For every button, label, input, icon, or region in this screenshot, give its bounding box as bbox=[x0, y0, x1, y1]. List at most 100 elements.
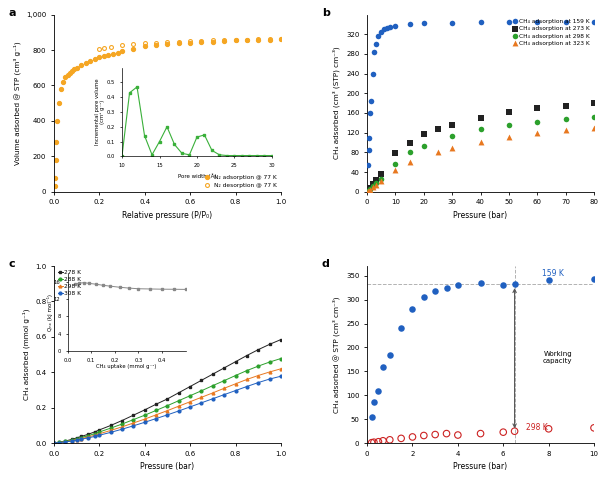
CH₄ adsorption at 323 K bbox=[433, 149, 443, 156]
CH₄ adsorption at 273 K bbox=[368, 180, 377, 187]
288 K bbox=[187, 393, 194, 399]
CH₄ adsorption at 323 K bbox=[405, 158, 415, 166]
298 K bbox=[96, 431, 103, 437]
CH₄ adsorption at 323 K bbox=[476, 138, 485, 146]
298 K bbox=[232, 381, 239, 387]
CH₄ adsorption at 273 K bbox=[363, 187, 373, 195]
Text: 159 K: 159 K bbox=[542, 269, 564, 278]
288 K bbox=[130, 417, 137, 423]
Text: 298 K: 298 K bbox=[526, 423, 548, 432]
298 K bbox=[91, 432, 98, 438]
278 K bbox=[221, 365, 228, 371]
Point bbox=[510, 280, 520, 288]
298 K bbox=[198, 394, 205, 400]
CH₄ adsorption at 273 K bbox=[371, 176, 380, 184]
Text: a: a bbox=[8, 7, 16, 18]
Line: 288 K: 288 K bbox=[53, 357, 282, 445]
N₂ adsorption @ 77 K bbox=[53, 139, 60, 145]
CH₄ adsorption at 159 K bbox=[382, 24, 392, 32]
Point bbox=[419, 431, 428, 439]
Legend: 278 K, 288 K, 298 K, 308 K: 278 K, 288 K, 298 K, 308 K bbox=[57, 269, 83, 297]
N₂ desorption @ 77 K bbox=[141, 40, 148, 46]
N₂ desorption @ 77 K bbox=[277, 37, 284, 42]
298 K bbox=[118, 424, 125, 430]
298 K bbox=[243, 376, 250, 382]
Y-axis label: CH₄ adsorbed (mmol g⁻¹): CH₄ adsorbed (mmol g⁻¹) bbox=[22, 309, 29, 400]
CH₄ adsorption at 323 K bbox=[532, 129, 542, 136]
308 K bbox=[266, 376, 273, 382]
N₂ adsorption @ 77 K bbox=[141, 43, 148, 49]
278 K bbox=[254, 347, 262, 353]
N₂ adsorption @ 77 K bbox=[114, 50, 121, 56]
Point bbox=[407, 433, 417, 441]
N₂ adsorption @ 77 K bbox=[52, 175, 59, 181]
Point bbox=[442, 430, 451, 437]
298 K bbox=[62, 439, 69, 445]
N₂ adsorption @ 77 K bbox=[71, 66, 78, 72]
278 K bbox=[107, 423, 115, 429]
Line: 298 K: 298 K bbox=[53, 367, 282, 445]
308 K bbox=[232, 388, 239, 393]
288 K bbox=[62, 438, 69, 444]
CH₄ adsorption at 323 K bbox=[371, 181, 380, 188]
Point bbox=[367, 439, 376, 447]
N₂ desorption @ 77 K bbox=[221, 37, 228, 43]
288 K bbox=[175, 398, 182, 404]
CH₄ adsorption at 159 K bbox=[561, 19, 571, 26]
278 K bbox=[277, 337, 284, 342]
N₂ adsorption @ 77 K bbox=[52, 157, 59, 163]
278 K bbox=[164, 396, 171, 402]
278 K bbox=[198, 377, 205, 383]
N₂ adsorption @ 77 K bbox=[164, 41, 171, 47]
308 K bbox=[55, 440, 62, 446]
X-axis label: Relative pressure (P/P₀): Relative pressure (P/P₀) bbox=[122, 211, 212, 220]
288 K bbox=[50, 440, 58, 446]
Point bbox=[407, 305, 417, 313]
CH₄ adsorption at 159 K bbox=[448, 19, 457, 27]
CH₄ adsorption at 159 K bbox=[391, 22, 400, 30]
CH₄ adsorption at 323 K bbox=[448, 145, 457, 152]
288 K bbox=[91, 431, 98, 436]
288 K bbox=[152, 408, 160, 413]
Legend: N₂ adsorption @ 77 K, N₂ desorption @ 77 K: N₂ adsorption @ 77 K, N₂ desorption @ 77… bbox=[203, 173, 278, 189]
N₂ desorption @ 77 K bbox=[152, 39, 160, 45]
Point bbox=[589, 424, 599, 432]
288 K bbox=[96, 429, 103, 435]
Legend: CH₄ adsorption at 159 K, CH₄ adsorption at 273 K, CH₄ adsorption at 298 K, CH₄ a: CH₄ adsorption at 159 K, CH₄ adsorption … bbox=[512, 18, 591, 47]
N₂ adsorption @ 77 K bbox=[266, 37, 273, 43]
298 K bbox=[164, 408, 171, 413]
N₂ adsorption @ 77 K bbox=[187, 39, 194, 45]
CH₄ adsorption at 298 K bbox=[504, 121, 514, 129]
CH₄ adsorption at 159 K bbox=[364, 134, 374, 142]
CH₄ adsorption at 298 K bbox=[405, 149, 415, 156]
Text: b: b bbox=[322, 7, 329, 18]
N₂ adsorption @ 77 K bbox=[62, 75, 69, 80]
CH₄ adsorption at 159 K bbox=[374, 32, 383, 39]
N₂ adsorption @ 77 K bbox=[243, 37, 250, 43]
CH₄ adsorption at 273 K bbox=[589, 99, 599, 107]
278 K bbox=[130, 412, 137, 418]
N₂ adsorption @ 77 K bbox=[59, 79, 67, 85]
288 K bbox=[141, 412, 148, 418]
308 K bbox=[73, 437, 80, 443]
CH₄ adsorption at 159 K bbox=[476, 19, 485, 26]
288 K bbox=[118, 421, 125, 427]
CH₄ adsorption at 159 K bbox=[379, 25, 389, 33]
298 K bbox=[141, 416, 148, 422]
N₂ desorption @ 77 K bbox=[130, 41, 137, 47]
308 K bbox=[141, 419, 148, 425]
288 K bbox=[85, 433, 92, 439]
278 K bbox=[68, 436, 76, 442]
N₂ desorption @ 77 K bbox=[107, 44, 115, 50]
278 K bbox=[141, 407, 148, 413]
Y-axis label: CH₄ adsorbed @ STP (cm³ cm⁻³): CH₄ adsorbed @ STP (cm³ cm⁻³) bbox=[333, 297, 340, 413]
N₂ adsorption @ 77 K bbox=[221, 38, 228, 44]
Point bbox=[544, 425, 553, 433]
CH₄ adsorption at 273 K bbox=[364, 186, 373, 194]
Point bbox=[499, 428, 508, 436]
Point bbox=[476, 279, 485, 287]
CH₄ adsorption at 159 K bbox=[419, 19, 428, 27]
288 K bbox=[221, 378, 228, 384]
288 K bbox=[164, 403, 171, 409]
308 K bbox=[107, 430, 115, 435]
